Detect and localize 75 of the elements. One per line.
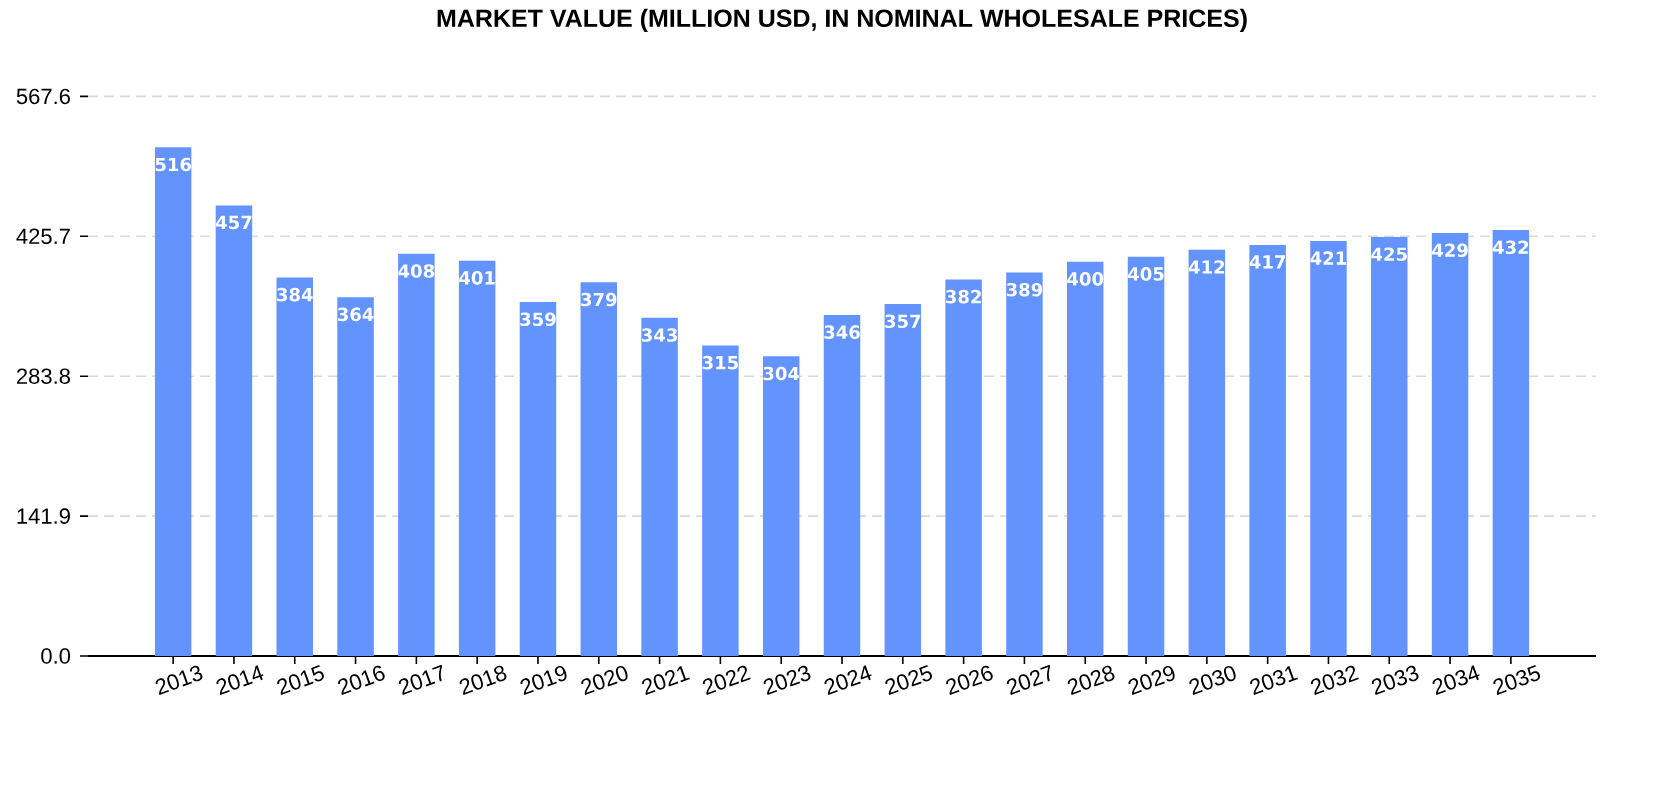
- y-tick-label: 283.8: [16, 368, 70, 384]
- x-tick-label: 2033: [1371, 665, 1419, 695]
- bar: [762, 356, 800, 656]
- x-tick-label: 2028: [1067, 665, 1115, 695]
- data-label: 408: [398, 264, 435, 278]
- x-tick-label: 2023: [763, 665, 811, 695]
- data-label: 389: [1006, 282, 1043, 297]
- bar: [1188, 249, 1226, 656]
- x-tick-label: 2015: [277, 664, 324, 695]
- x-tick-label: 2021: [642, 666, 690, 695]
- data-label: 357: [885, 314, 921, 329]
- x-tick-label: 2013: [155, 665, 203, 695]
- y-tick-label: 567.6: [16, 88, 70, 105]
- x-tick-label: 2025: [885, 664, 932, 695]
- bar: [1371, 236, 1408, 656]
- data-label: 401: [459, 271, 495, 285]
- bar: [1127, 256, 1165, 656]
- data-label: 343: [641, 328, 677, 342]
- bar: [1249, 244, 1286, 656]
- bar: [1006, 272, 1043, 656]
- x-tick-label: 2035: [1493, 664, 1541, 695]
- data-label: 457: [215, 215, 252, 230]
- x-tick-label: 2020: [581, 665, 628, 695]
- bar: [1431, 233, 1469, 656]
- bar: [1492, 230, 1530, 656]
- data-label: 432: [1492, 240, 1529, 255]
- bar: [1310, 240, 1347, 656]
- bar: [1066, 261, 1104, 656]
- data-label: 425: [1371, 247, 1407, 261]
- bar: [823, 314, 861, 656]
- bar: [276, 277, 313, 656]
- bar: [945, 279, 982, 656]
- chart-title: MARKET VALUE (MILLION USD, IN NOMINAL WHOLESALE PRICES): [437, 8, 1247, 33]
- bar: [398, 253, 435, 656]
- bar: [641, 317, 678, 656]
- x-tick-label: 2029: [1128, 665, 1175, 695]
- data-label: 400: [1067, 272, 1104, 286]
- data-label: 315: [702, 355, 738, 370]
- x-tick-label: 2014: [216, 665, 264, 695]
- data-label: 417: [1249, 255, 1286, 269]
- data-label: 516: [155, 157, 191, 172]
- x-tick-label: 2022: [702, 665, 751, 695]
- data-label: 429: [1432, 243, 1468, 258]
- data-label: 412: [1188, 260, 1225, 274]
- x-tick-label: 2024: [824, 665, 872, 695]
- x-tick-label: 2016: [338, 665, 385, 695]
- y-tick-label: 0.0: [41, 648, 71, 664]
- data-label: 346: [824, 325, 860, 339]
- y-tick-label: 141.9: [17, 508, 70, 524]
- x-tick-label: 2017: [398, 664, 443, 695]
- x-tick-label: 2026: [946, 665, 993, 695]
- bar: [215, 205, 253, 656]
- bar: [580, 282, 618, 656]
- bar: [702, 345, 739, 656]
- data-label: 421: [1310, 251, 1347, 265]
- x-tick-label: 2034: [1432, 665, 1480, 695]
- data-label: 382: [946, 289, 981, 304]
- bar: [458, 260, 496, 656]
- x-tick-label: 2018: [459, 665, 507, 695]
- data-label: 384: [277, 287, 313, 302]
- x-tick-label: 2031: [1250, 666, 1298, 695]
- data-label: 304: [763, 366, 800, 381]
- x-tick-label: 2019: [520, 665, 567, 695]
- bar: [519, 302, 557, 656]
- data-label: 359: [520, 312, 556, 327]
- y-tick-label: 425.7: [16, 228, 70, 245]
- x-tick-label: 2032: [1310, 665, 1359, 695]
- bar: [884, 304, 922, 656]
- data-label: 364: [337, 307, 374, 322]
- bar: [337, 297, 374, 656]
- x-tick-label: 2030: [1189, 665, 1236, 695]
- data-label: 379: [581, 292, 617, 307]
- bar: [154, 147, 192, 656]
- x-tick-label: 2027: [1006, 664, 1051, 695]
- data-label: 405: [1128, 267, 1164, 281]
